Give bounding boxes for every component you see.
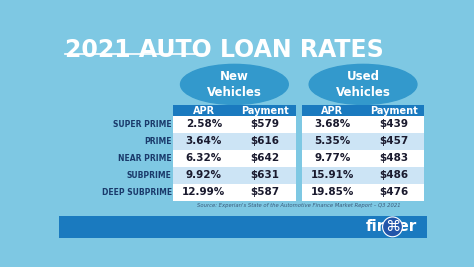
Text: 5.35%: 5.35% xyxy=(314,136,351,146)
FancyBboxPatch shape xyxy=(173,116,296,133)
Text: ⌘: ⌘ xyxy=(385,219,400,234)
Text: $486: $486 xyxy=(379,170,408,180)
Text: NEAR PRIME: NEAR PRIME xyxy=(118,154,172,163)
FancyBboxPatch shape xyxy=(173,105,296,116)
Text: Payment: Payment xyxy=(370,105,418,116)
FancyBboxPatch shape xyxy=(302,150,424,167)
Text: APR: APR xyxy=(321,105,344,116)
FancyBboxPatch shape xyxy=(302,184,424,201)
Text: PRIME: PRIME xyxy=(144,137,172,146)
Text: $457: $457 xyxy=(379,136,408,146)
Text: $587: $587 xyxy=(250,187,280,197)
FancyBboxPatch shape xyxy=(173,167,296,184)
FancyBboxPatch shape xyxy=(302,133,424,150)
FancyBboxPatch shape xyxy=(173,150,296,167)
Ellipse shape xyxy=(181,64,288,104)
Text: $439: $439 xyxy=(379,119,408,129)
Text: APR: APR xyxy=(193,105,215,116)
Text: $483: $483 xyxy=(379,153,408,163)
Text: $579: $579 xyxy=(251,119,280,129)
Text: 9.77%: 9.77% xyxy=(314,153,351,163)
Text: 6.32%: 6.32% xyxy=(186,153,222,163)
FancyBboxPatch shape xyxy=(302,105,424,116)
Text: SUBPRIME: SUBPRIME xyxy=(127,171,172,180)
FancyBboxPatch shape xyxy=(173,184,296,201)
Text: $642: $642 xyxy=(250,153,280,163)
Text: 2021 AUTO LOAN RATES: 2021 AUTO LOAN RATES xyxy=(65,38,384,62)
Text: 3.68%: 3.68% xyxy=(314,119,351,129)
Ellipse shape xyxy=(309,64,417,104)
Text: Source: Experian's State of the Automotive Finance Market Report – Q3 2021: Source: Experian's State of the Automoti… xyxy=(197,203,401,208)
Text: Used
Vehicles: Used Vehicles xyxy=(336,70,391,99)
Text: $476: $476 xyxy=(379,187,408,197)
Text: 2.58%: 2.58% xyxy=(186,119,222,129)
Text: 19.85%: 19.85% xyxy=(311,187,354,197)
Text: Payment: Payment xyxy=(241,105,289,116)
Text: SUPER PRIME: SUPER PRIME xyxy=(113,120,172,129)
Text: New
Vehicles: New Vehicles xyxy=(207,70,262,99)
Text: 12.99%: 12.99% xyxy=(182,187,226,197)
FancyBboxPatch shape xyxy=(302,167,424,184)
Text: 9.92%: 9.92% xyxy=(186,170,222,180)
Text: DEEP SUBPRIME: DEEP SUBPRIME xyxy=(101,188,172,197)
Text: finder: finder xyxy=(366,219,417,234)
FancyBboxPatch shape xyxy=(59,216,427,238)
Text: 3.64%: 3.64% xyxy=(186,136,222,146)
FancyBboxPatch shape xyxy=(173,133,296,150)
FancyBboxPatch shape xyxy=(302,116,424,133)
Text: $631: $631 xyxy=(251,170,280,180)
Text: 15.91%: 15.91% xyxy=(311,170,354,180)
Text: $616: $616 xyxy=(251,136,280,146)
